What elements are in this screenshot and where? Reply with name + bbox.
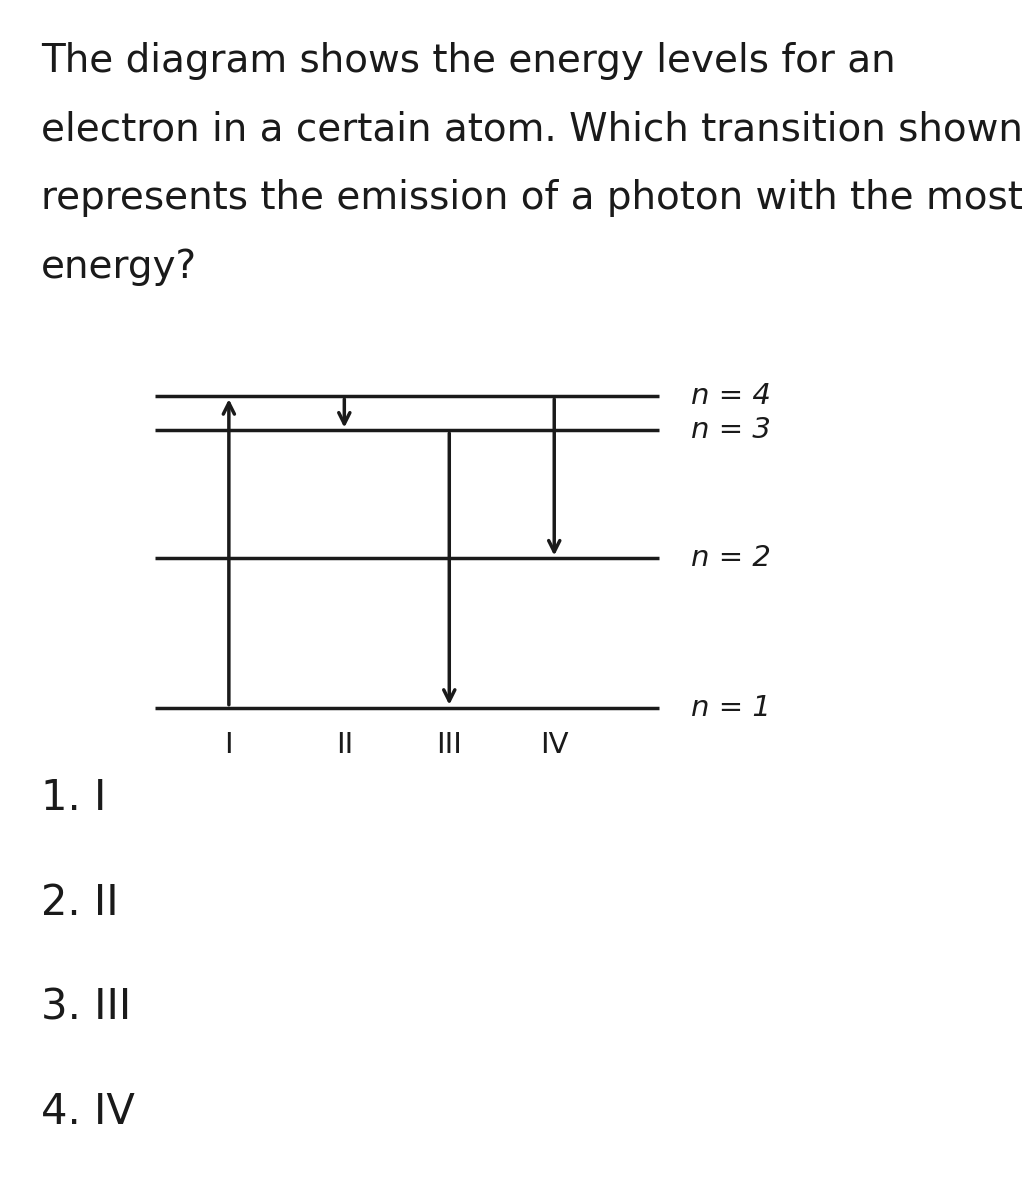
Text: n = 3: n = 3: [690, 417, 771, 444]
Text: 4. IV: 4. IV: [41, 1091, 135, 1132]
Text: 3. III: 3. III: [41, 986, 131, 1028]
Text: I: I: [224, 731, 233, 758]
Text: 1. I: 1. I: [41, 777, 106, 819]
Text: III: III: [436, 731, 462, 758]
Text: n = 4: n = 4: [690, 382, 771, 411]
Text: represents the emission of a photon with the most: represents the emission of a photon with…: [41, 179, 1023, 217]
Text: electron in a certain atom. Which transition shown: electron in a certain atom. Which transi…: [41, 110, 1023, 148]
Text: 2. II: 2. II: [41, 882, 119, 923]
Text: II: II: [336, 731, 353, 758]
Text: IV: IV: [540, 731, 568, 758]
Text: n = 2: n = 2: [690, 545, 771, 572]
Text: energy?: energy?: [41, 248, 197, 286]
Text: n = 1: n = 1: [690, 693, 771, 722]
Text: The diagram shows the energy levels for an: The diagram shows the energy levels for …: [41, 42, 896, 80]
